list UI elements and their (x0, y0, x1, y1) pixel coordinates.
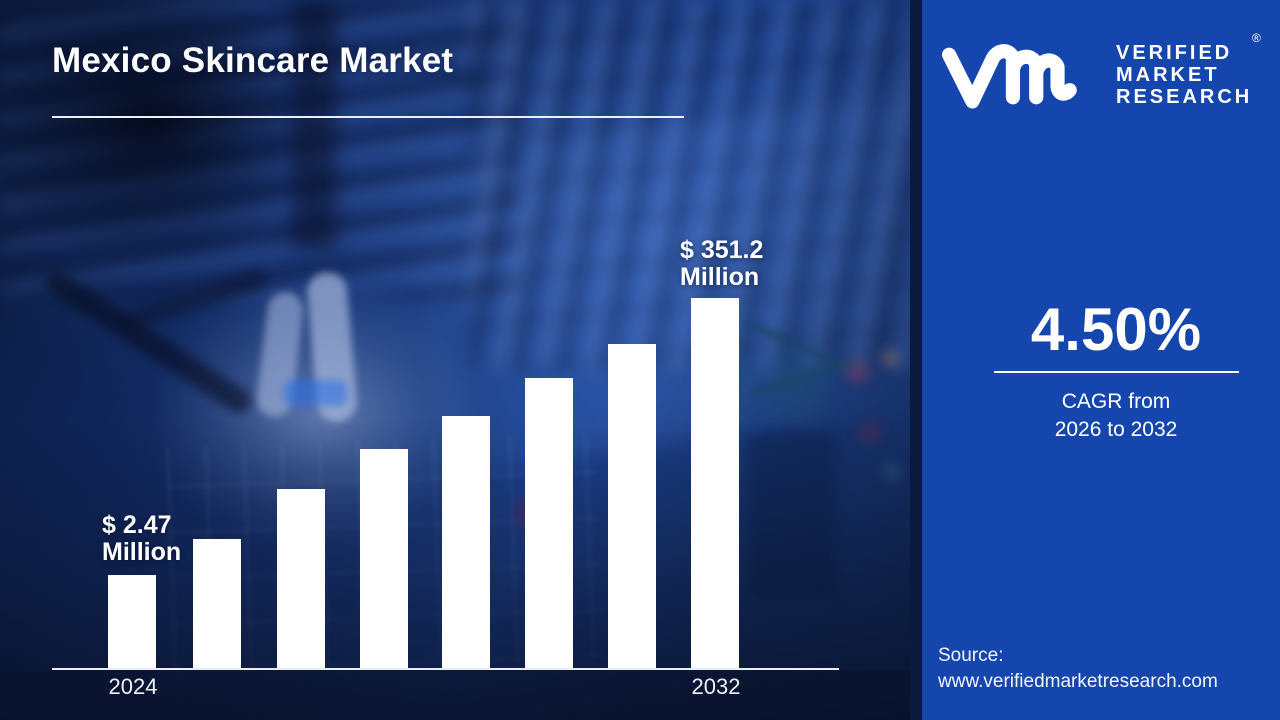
bar-year-6 (525, 378, 573, 668)
brand-panel: VERIFIED MARKET RESEARCH ® 4.50% CAGR fr… (922, 0, 1280, 720)
bar-year-3 (277, 489, 325, 668)
cagr-underline (993, 371, 1239, 373)
source-label: Source: (938, 645, 1004, 666)
brand-wordmark: VERIFIED MARKET RESEARCH (1116, 42, 1252, 108)
bar-year-4 (360, 449, 408, 668)
panel-divider (910, 0, 922, 720)
brand-wordmark-line2: MARKET (1116, 64, 1220, 86)
registered-trademark-icon: ® (1252, 31, 1261, 45)
cagr-label: CAGR from 2026 to 2032 (956, 388, 1276, 444)
source-block: Source: www.verifiedmarketresearch.com (938, 643, 1218, 695)
cagr-label-line2: 2026 to 2032 (1054, 418, 1178, 441)
vmr-monogram-icon (942, 44, 1077, 109)
title-underline (52, 116, 684, 118)
source-url-link[interactable]: www.verifiedmarketresearch.com (938, 671, 1218, 692)
bar-year-5 (442, 416, 490, 668)
cagr-label-line1: CAGR from (1061, 390, 1171, 413)
last-bar-value-line1: $ 351.2 (680, 236, 764, 264)
cagr-block: 4.50% CAGR from 2026 to 2032 (956, 300, 1276, 444)
bar-year-7 (608, 344, 656, 668)
last-bar-value-label: $ 351.2 Million (680, 237, 763, 291)
page-title: Mexico Skincare Market (52, 41, 454, 80)
x-axis-line (52, 668, 839, 670)
first-bar-value-label: $ 2.47 Million (102, 512, 181, 566)
first-bar-value-line2: Million (102, 538, 182, 566)
bar-2024 (108, 575, 156, 668)
last-bar-value-line2: Million (680, 263, 760, 291)
brand-wordmark-line3: RESEARCH (1116, 86, 1253, 108)
bar-2032 (691, 298, 739, 668)
x-tick-2024: 2024 (108, 674, 158, 699)
under-axis-shade (0, 670, 912, 720)
brand-wordmark-line1: VERIFIED (1116, 42, 1233, 64)
bar-year-2 (193, 539, 241, 668)
background-photo (0, 0, 912, 720)
first-bar-value-line1: $ 2.47 (102, 511, 172, 539)
cagr-value: 4.50% (1030, 296, 1202, 363)
brand-logo: VERIFIED MARKET RESEARCH ® (922, 0, 1280, 130)
x-tick-2032: 2032 (691, 674, 741, 699)
